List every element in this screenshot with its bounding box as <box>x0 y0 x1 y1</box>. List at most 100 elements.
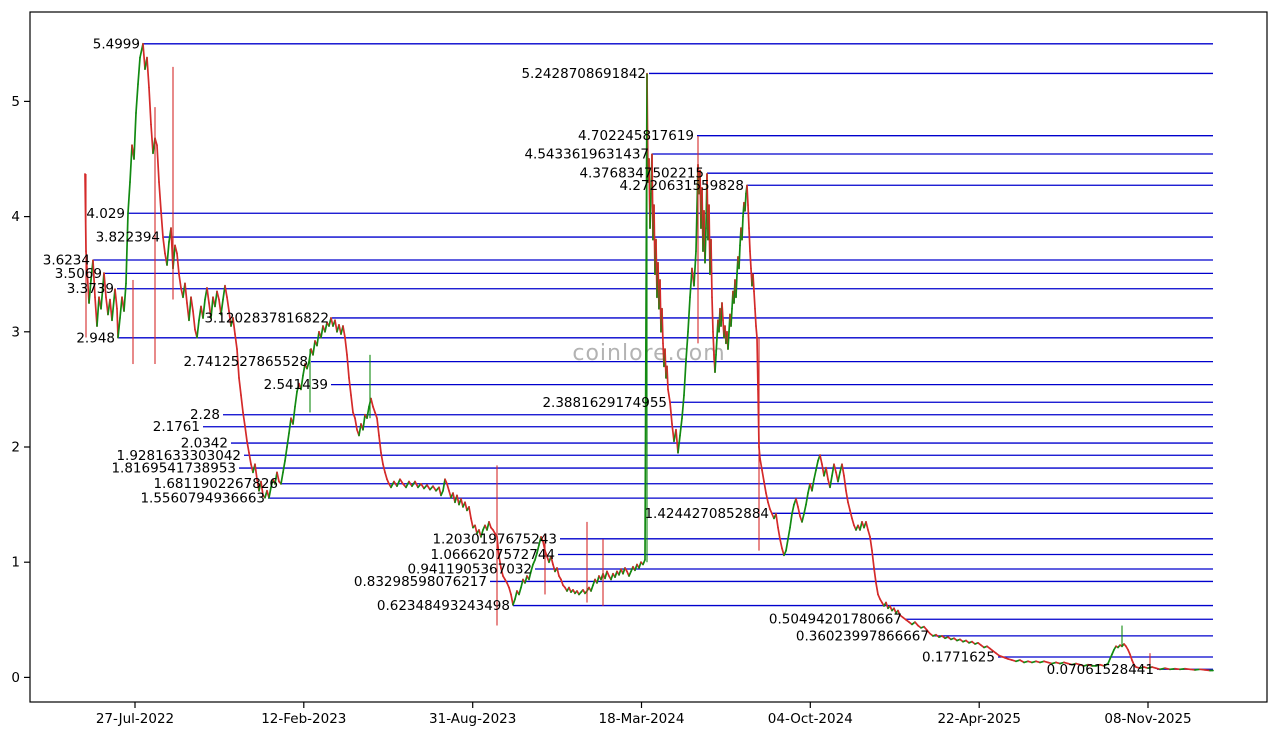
price-segment-down <box>399 478 404 485</box>
price-segment-down <box>426 484 431 491</box>
support-line-label: 0.07061528441 <box>1047 662 1154 678</box>
price-segment-down <box>248 451 252 466</box>
x-tick-label: 08-Nov-2025 <box>1104 711 1191 727</box>
price-segment-up <box>220 298 224 316</box>
price-segment-down <box>748 227 751 253</box>
price-segment-down <box>156 144 160 183</box>
price-segment-down <box>162 236 166 255</box>
price-segment-up <box>714 353 717 373</box>
y-tick-label: 1 <box>11 555 20 571</box>
price-segment-down <box>206 287 210 304</box>
price-segment-down <box>759 457 763 471</box>
price-segment-up <box>312 340 316 356</box>
price-segment-up <box>202 298 206 319</box>
price-segment-down <box>754 307 757 327</box>
price-segment-up <box>811 478 815 492</box>
price-segment-up <box>727 330 730 350</box>
price-segment-down <box>661 307 664 345</box>
price-segment-up <box>196 319 200 339</box>
y-tick-label: 0 <box>11 670 20 686</box>
price-segment-down <box>500 567 504 577</box>
x-tick-label: 12-Feb-2023 <box>261 711 346 727</box>
price-segment-down <box>176 252 180 276</box>
price-segment-up <box>704 227 707 264</box>
price-segment-up <box>214 290 218 308</box>
price-segment-down <box>711 296 714 333</box>
price-segment-down <box>228 310 232 327</box>
price-segment-up <box>88 279 92 304</box>
price-segment-down <box>763 480 767 494</box>
price-segment-up <box>100 272 105 310</box>
support-line-label: 0.50494201780667 <box>769 612 902 628</box>
price-segment-up <box>133 112 137 160</box>
price-segment-down <box>236 348 240 379</box>
price-segment-up <box>649 192 652 229</box>
price-segment-up <box>813 469 817 481</box>
y-tick-label: 3 <box>11 324 20 340</box>
price-segment-up <box>280 471 284 485</box>
x-tick-label: 04-Oct-2024 <box>768 711 853 727</box>
price-segment-down <box>552 563 556 573</box>
price-segment-up <box>730 307 733 327</box>
price-segment-up <box>366 405 370 420</box>
price-segment-up <box>520 578 524 589</box>
price-segment-down <box>508 586 512 596</box>
price-segment-down <box>226 296 230 312</box>
price-segment-down <box>669 401 673 425</box>
price-segment-down <box>779 538 783 550</box>
price-segment-down <box>114 288 118 310</box>
price-segment-up <box>210 296 214 319</box>
watermark-text: coinlore.com <box>572 341 725 366</box>
price-segment-down <box>350 394 354 414</box>
price-segment-down <box>334 319 338 333</box>
watermark: coinlore.com <box>572 341 725 366</box>
price-segment-down <box>342 325 346 339</box>
support-line-label: 1.4244270852884 <box>644 506 769 522</box>
price-segment-down <box>142 42 146 70</box>
price-segment-up <box>534 552 538 561</box>
price-segment-up <box>524 575 528 584</box>
price-segment-down <box>851 517 855 527</box>
price-segment-down <box>384 471 388 481</box>
y-tick-label: 5 <box>11 94 20 110</box>
price-segment-up <box>805 492 809 506</box>
support-line-label: 0.1771625 <box>922 649 995 665</box>
price-wicks-group <box>85 66 1151 668</box>
price-segment-down <box>775 512 779 529</box>
y-axis: 0 1 2 3 4 5 <box>11 94 30 686</box>
price-segment-up <box>803 503 807 515</box>
price-segment-down <box>420 483 425 490</box>
price-segment-up <box>302 363 306 377</box>
support-line-label: 5.2428708691842 <box>521 66 646 82</box>
price-segment-down <box>498 555 502 569</box>
support-line-label: 2.541439 <box>264 377 328 393</box>
price-segment-down <box>446 483 450 492</box>
price-segment-up <box>528 570 532 581</box>
price-segment-up <box>789 512 793 529</box>
support-lines-group <box>93 43 1213 670</box>
price-segment-up <box>125 212 129 285</box>
price-segment-down <box>216 290 220 301</box>
support-line-label: 0.83298598076217 <box>354 574 487 590</box>
x-tick-label: 22-Apr-2025 <box>937 711 1020 727</box>
price-segment-up <box>294 390 298 408</box>
price-segment-down <box>841 463 845 477</box>
price-segment-up <box>396 478 401 488</box>
price-segment-up <box>638 561 642 569</box>
price-segment-down <box>869 536 873 552</box>
price-segment-down <box>240 394 244 414</box>
price-segment-up <box>689 267 693 299</box>
price-segment-up <box>512 598 516 606</box>
price-segment-down <box>346 353 350 379</box>
support-line-label: 3.3739 <box>67 281 114 297</box>
price-segment-down <box>468 506 472 520</box>
price-segment-down <box>847 501 851 512</box>
price-segment-up <box>514 590 518 600</box>
price-segment-up <box>129 144 133 183</box>
price-segment-down <box>352 411 356 420</box>
price-segment-down <box>753 290 756 310</box>
price-segment-up <box>683 359 687 397</box>
support-line-label: 1.6811902267826 <box>153 476 278 492</box>
price-segment-down <box>178 273 182 289</box>
price-segment-down <box>666 365 669 391</box>
